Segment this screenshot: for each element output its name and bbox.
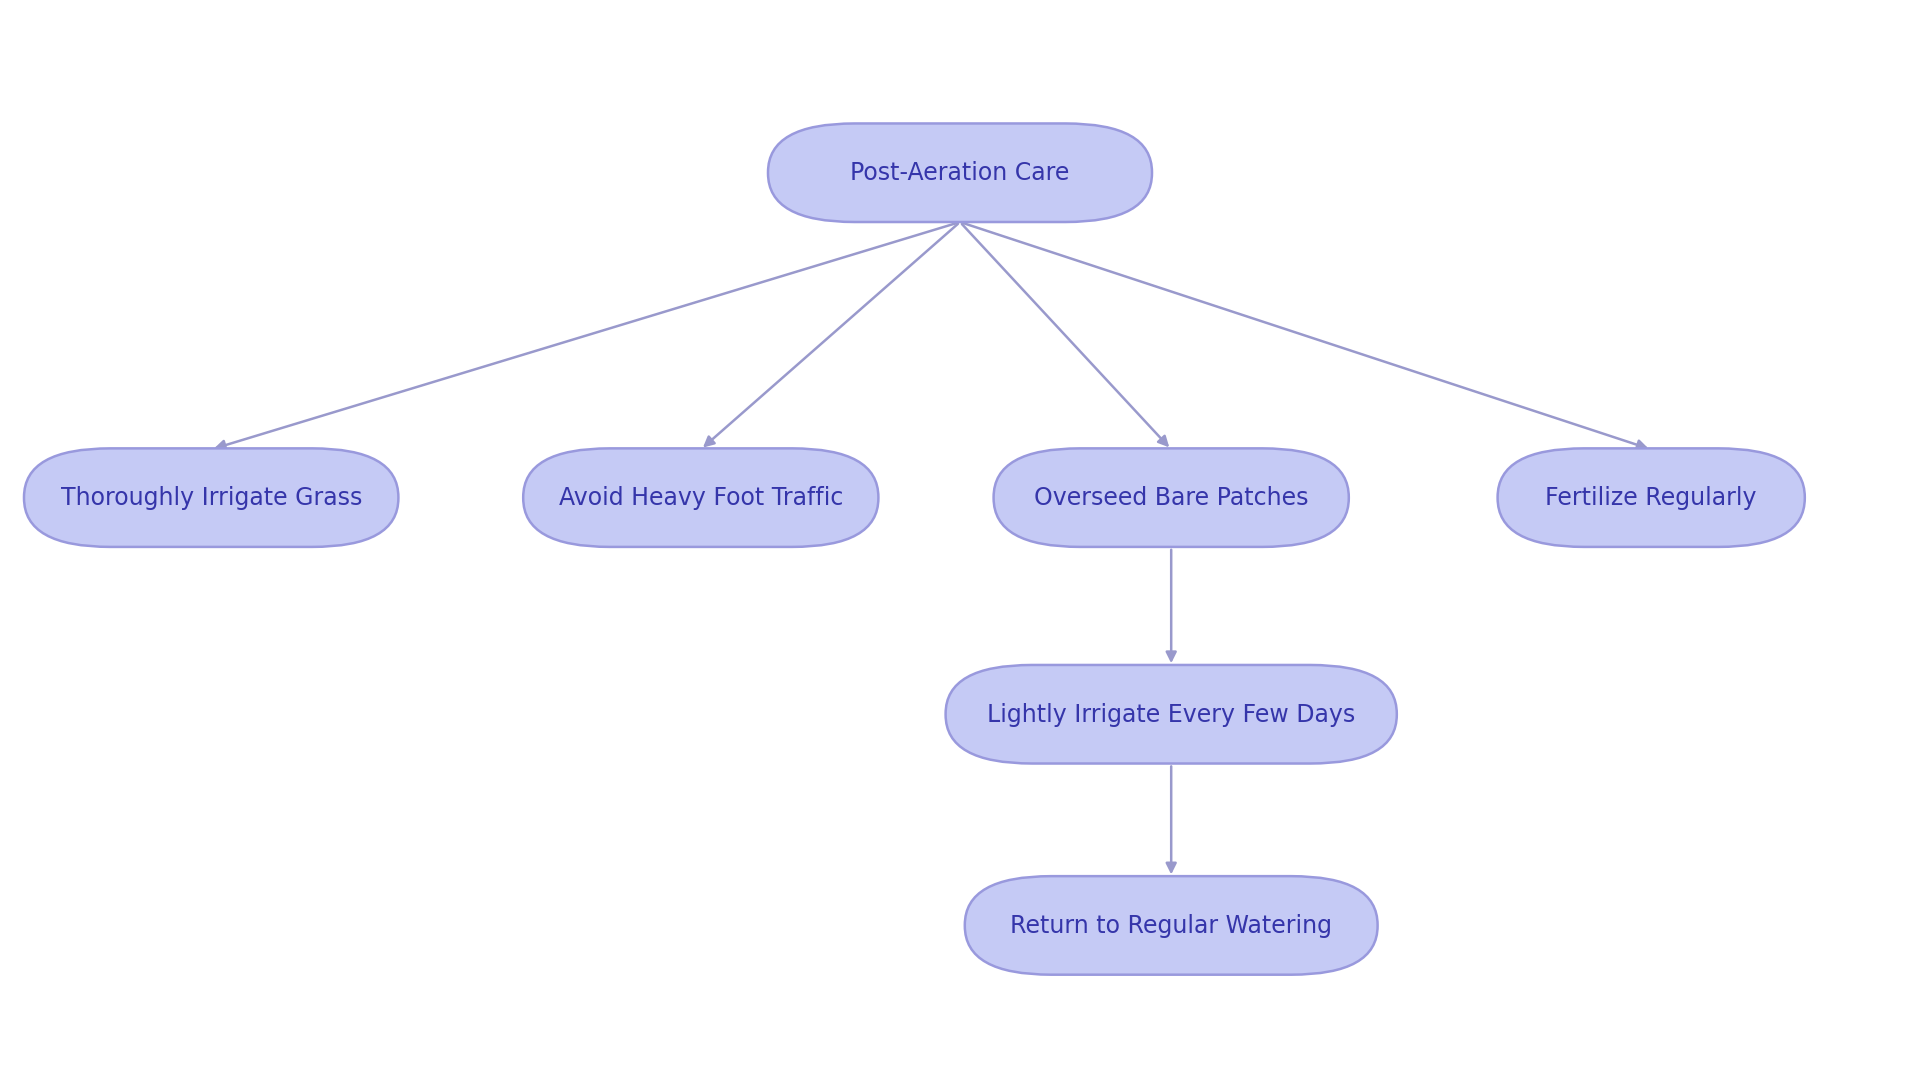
FancyBboxPatch shape: [768, 123, 1152, 222]
Text: Lightly Irrigate Every Few Days: Lightly Irrigate Every Few Days: [987, 703, 1356, 727]
FancyBboxPatch shape: [23, 448, 399, 547]
FancyBboxPatch shape: [964, 876, 1377, 975]
FancyBboxPatch shape: [522, 448, 877, 547]
FancyBboxPatch shape: [995, 448, 1348, 547]
FancyBboxPatch shape: [1498, 448, 1805, 547]
Text: Post-Aeration Care: Post-Aeration Care: [851, 161, 1069, 185]
Text: Overseed Bare Patches: Overseed Bare Patches: [1035, 486, 1308, 510]
Text: Thoroughly Irrigate Grass: Thoroughly Irrigate Grass: [61, 486, 361, 510]
Text: Avoid Heavy Foot Traffic: Avoid Heavy Foot Traffic: [559, 486, 843, 510]
Text: Return to Regular Watering: Return to Regular Watering: [1010, 914, 1332, 938]
Text: Fertilize Regularly: Fertilize Regularly: [1546, 486, 1757, 510]
FancyBboxPatch shape: [945, 665, 1398, 764]
